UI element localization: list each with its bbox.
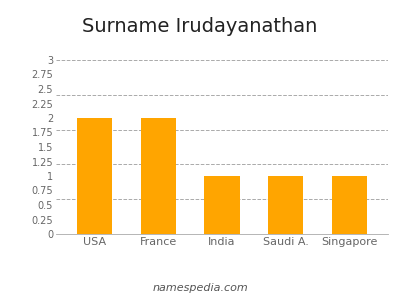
Text: Surname Irudayanathan: Surname Irudayanathan — [82, 17, 318, 37]
Bar — [332, 176, 367, 234]
Text: namespedia.com: namespedia.com — [152, 283, 248, 293]
Bar — [268, 176, 304, 234]
Bar — [140, 118, 176, 234]
Bar — [204, 176, 240, 234]
Bar — [77, 118, 112, 234]
